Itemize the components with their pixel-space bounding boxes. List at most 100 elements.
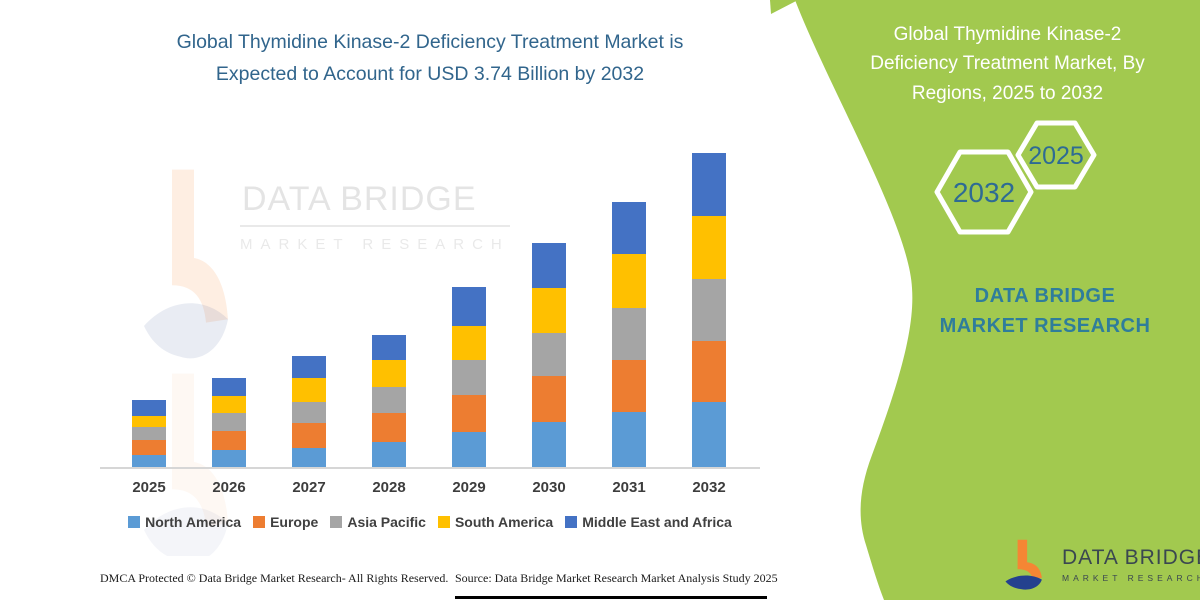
legend-item: Middle East and Africa [565,514,732,530]
bar-segment [692,402,726,467]
bar-segment [452,394,486,432]
bar-segment [212,430,246,451]
bar-segment [212,412,246,431]
watermark-logo-swoosh-reflection [144,507,228,556]
bar-segment [532,332,566,377]
bar-2028 [372,334,406,467]
watermark-logo-swoosh [144,303,228,359]
bar-segment [212,395,246,413]
legend-label: Asia Pacific [347,514,426,530]
bar-segment [372,359,406,387]
x-axis-label: 2025 [132,479,166,496]
right-panel-title-line-3: Regions, 2025 to 2032 [911,82,1104,104]
dbmr-logo-icon [1005,539,1042,590]
hexagon-2032 [934,149,1034,235]
bar-segment [612,411,646,467]
bar-segment [452,326,486,360]
x-axis-label: 2027 [292,479,326,496]
dbmr-logo-name: DATA BRIDGE [1062,545,1200,569]
bar-segment [692,341,726,403]
watermark-sub: MARKET RESEARCH [240,236,510,253]
legend-item: North America [128,514,241,530]
bar-segment [692,279,726,342]
footer-source: Source: Data Bridge Market Research Mark… [455,571,778,585]
legend-item: Europe [253,514,318,530]
legend-swatch [253,516,266,528]
bar-segment [372,386,406,414]
hexagon-year-label-2032: 2032 [953,177,1015,208]
bar-segment [532,376,566,422]
dbmr-logo: DATA BRIDGE MARKET RESEARCH [1002,536,1200,592]
legend-item: Asia Pacific [330,514,426,530]
bar-2029 [452,286,486,467]
green-panel-shape [795,0,1200,600]
watermark-brand: DATA BRIDGE [240,180,510,227]
legend-label: Europe [270,514,319,530]
dbmr-logo-swoosh [1005,575,1042,590]
x-axis-label: 2026 [212,479,246,496]
green-corner-sliver [770,0,798,14]
watermark-logo-stem [172,169,228,323]
chart-legend: North America Europe Asia Pacific South Ame… [100,514,760,530]
x-axis-label: 2028 [372,479,406,496]
plot-area [100,140,760,469]
bar-segment [132,426,166,441]
bar-segment [532,421,566,467]
bar-segment [132,455,166,467]
bar-segment [292,378,326,402]
bar-segment [372,441,406,467]
legend-item: South America [437,514,554,530]
bar-segment [212,378,246,396]
bar-segment [532,243,566,288]
bar-2032 [692,153,726,467]
x-axis-label: 2029 [452,479,486,496]
hexagon-2025 [1015,120,1097,190]
x-axis-label: 2031 [612,479,646,496]
bar-segment [452,431,486,467]
x-axis-label: 2030 [532,479,566,496]
hexagon-year-label-2025: 2025 [1028,142,1084,170]
green-panel: 2032 2025 [770,0,1200,600]
bar-segment [212,450,246,467]
bar-segment [292,423,326,448]
chart-title-line-1: Global Thymidine Kinase-2 Deficiency Tre… [176,31,684,53]
bar-2026 [212,378,246,467]
right-panel-title: Global Thymidine Kinase-2 Deficiency Tre… [825,20,1190,108]
right-panel-title-line-2: Deficiency Treatment Market, By [870,53,1145,75]
bar-segment [692,153,726,216]
bar-segment [132,415,166,427]
dbmr-logo-sub: MARKET RESEARCH [1062,572,1200,583]
bar-segment [132,440,166,456]
dbmr-logo-text: DATA BRIDGE MARKET RESEARCH [1062,546,1200,583]
x-axis-label: 2032 [692,479,726,496]
legend-swatch [128,516,141,528]
legend-swatch [437,516,450,528]
bar-segment [452,359,486,395]
bar-2030 [532,243,566,467]
legend-swatch [565,516,578,528]
bar-2025 [132,399,166,467]
bar-segment [292,356,326,379]
legend-swatch [330,516,343,528]
right-panel-title-line-1: Global Thymidine Kinase-2 [893,24,1122,45]
bar-2031 [612,202,646,467]
watermark-logo-icon [144,169,228,556]
legend-label: Middle East and Africa [582,514,732,530]
legend-label: North America [145,514,242,530]
bar-segment [612,307,646,360]
watermark: DATA BRIDGE MARKET RESEARCH [240,180,510,253]
bar-segment [612,359,646,412]
brand-text: DATA BRIDGE MARKET RESEARCH [939,285,1151,337]
bar-segment [132,399,166,416]
legend-label: South America [454,514,554,530]
dbmr-logo-stem [1017,539,1042,579]
bar-segment [612,254,646,308]
bar-segment [612,202,646,255]
bar-2027 [292,356,326,467]
bar-segment [292,401,326,424]
x-axis-labels: 2025 2026 2027 2028 2029 2030 2031 2032 [100,479,760,501]
bar-segment [452,286,486,327]
footer-dmca: DMCA Protected © Data Bridge Market Rese… [100,571,449,585]
bar-segment [292,447,326,467]
footer-rule [455,596,767,599]
